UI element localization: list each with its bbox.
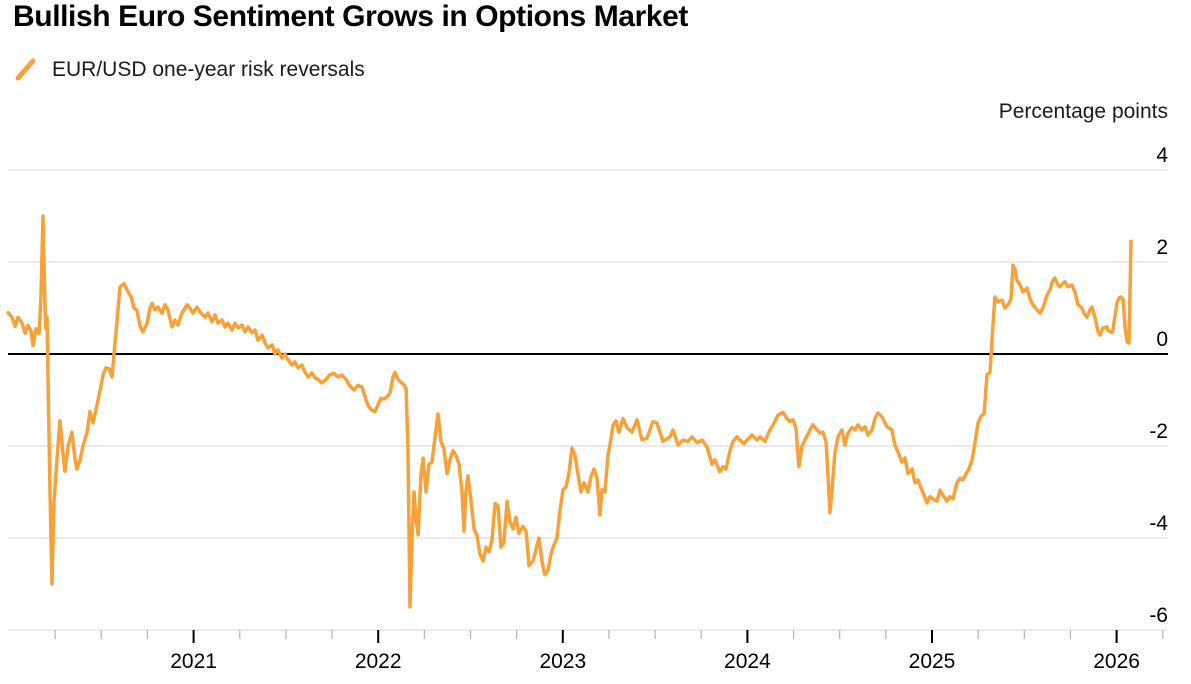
- y-tick-label: -4: [1149, 512, 1168, 535]
- x-tick-label: 2024: [724, 650, 771, 673]
- legend-line-icon: [15, 58, 36, 81]
- chart-title: Bullish Euro Sentiment Grows in Options …: [13, 0, 689, 33]
- x-tick-label: 2025: [909, 650, 956, 673]
- legend-label: EUR/USD one-year risk reversals: [52, 58, 365, 81]
- x-tick-label: 2023: [539, 650, 586, 673]
- y-axis-title: Percentage points: [998, 100, 1168, 123]
- legend-line-swatch: [15, 58, 36, 81]
- y-tick-label: 2: [1156, 236, 1168, 259]
- series-line: [6, 214, 1133, 609]
- x-tick-label: 2026: [1093, 650, 1140, 673]
- y-tick-label: 0: [1156, 328, 1168, 351]
- y-tick-label: -6: [1149, 604, 1168, 627]
- legend: EUR/USD one-year risk reversals: [11, 57, 365, 83]
- y-tick-label: 4: [1156, 144, 1168, 167]
- x-tick-label: 2021: [170, 650, 217, 673]
- y-tick-label: -2: [1149, 420, 1168, 443]
- x-tick-label: 2022: [355, 650, 402, 673]
